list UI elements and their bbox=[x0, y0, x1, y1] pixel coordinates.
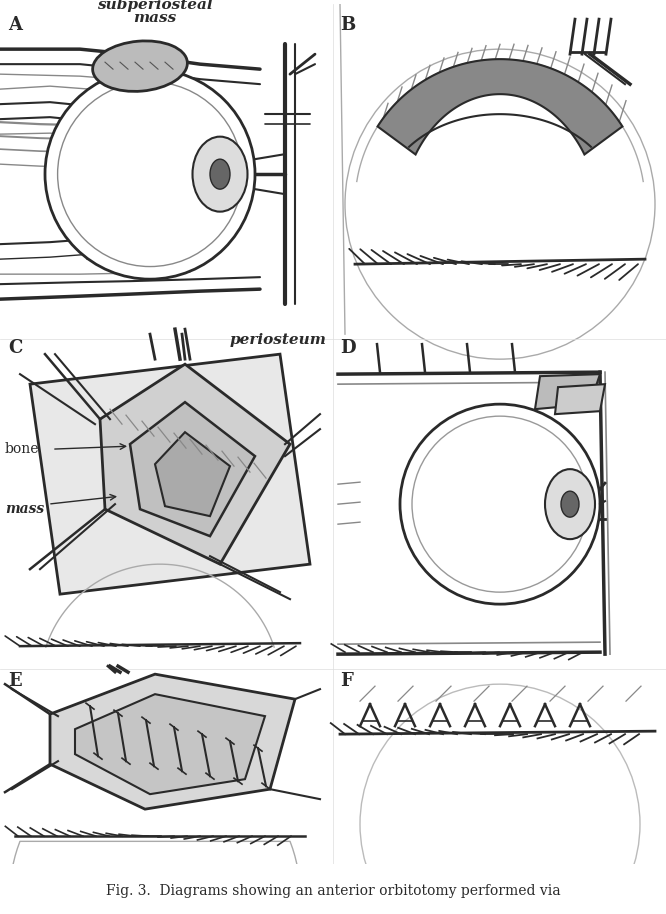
Text: Fig. 3.  Diagrams showing an anterior orbitotomy performed via: Fig. 3. Diagrams showing an anterior orb… bbox=[106, 884, 560, 898]
FancyBboxPatch shape bbox=[0, 666, 325, 864]
FancyBboxPatch shape bbox=[0, 5, 325, 339]
Ellipse shape bbox=[561, 491, 579, 517]
Text: A: A bbox=[8, 16, 22, 34]
FancyBboxPatch shape bbox=[0, 335, 325, 669]
Text: bone: bone bbox=[5, 442, 39, 456]
Polygon shape bbox=[130, 402, 255, 537]
Circle shape bbox=[360, 685, 640, 914]
Polygon shape bbox=[100, 364, 290, 564]
Text: periosteum: periosteum bbox=[230, 333, 327, 347]
FancyBboxPatch shape bbox=[333, 666, 666, 864]
Text: E: E bbox=[8, 672, 21, 690]
Text: F: F bbox=[340, 672, 353, 690]
Text: C: C bbox=[8, 339, 23, 357]
Ellipse shape bbox=[210, 159, 230, 189]
Polygon shape bbox=[555, 384, 605, 414]
Text: mass: mass bbox=[133, 11, 176, 26]
Polygon shape bbox=[75, 694, 265, 794]
Circle shape bbox=[400, 404, 600, 604]
Ellipse shape bbox=[545, 469, 595, 539]
FancyBboxPatch shape bbox=[333, 5, 666, 339]
Polygon shape bbox=[378, 59, 623, 154]
Text: D: D bbox=[340, 339, 356, 357]
Polygon shape bbox=[50, 675, 295, 809]
Polygon shape bbox=[535, 374, 600, 409]
Ellipse shape bbox=[192, 137, 248, 212]
Polygon shape bbox=[30, 354, 310, 594]
Ellipse shape bbox=[93, 41, 187, 91]
Polygon shape bbox=[155, 432, 230, 516]
Circle shape bbox=[345, 49, 655, 359]
Circle shape bbox=[45, 69, 255, 279]
Text: subperiosteal: subperiosteal bbox=[97, 0, 213, 12]
Text: B: B bbox=[340, 16, 355, 34]
FancyBboxPatch shape bbox=[333, 335, 666, 669]
Text: mass: mass bbox=[5, 502, 44, 516]
